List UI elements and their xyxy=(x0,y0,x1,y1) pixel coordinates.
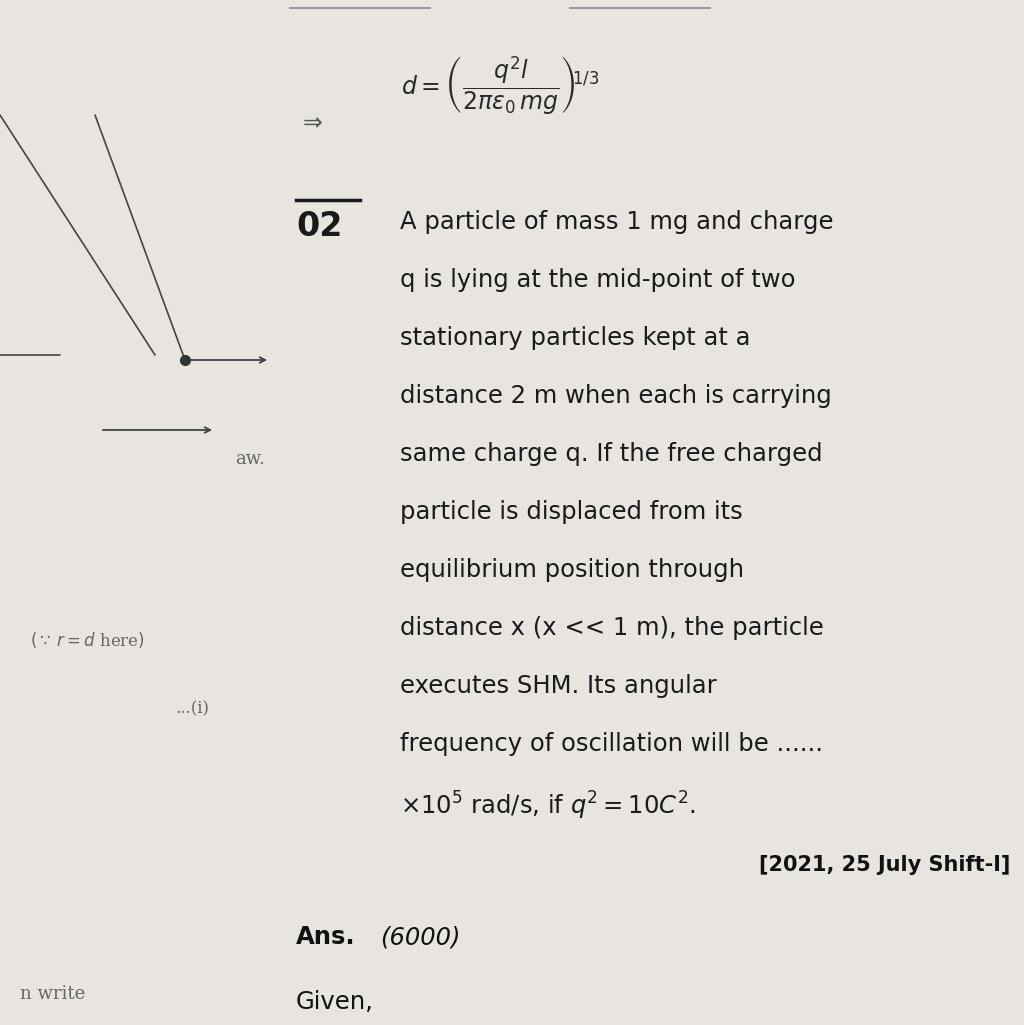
Text: same charge q. If the free charged: same charge q. If the free charged xyxy=(400,442,822,466)
Text: distance x (x << 1 m), the particle: distance x (x << 1 m), the particle xyxy=(400,616,823,640)
Text: aw.: aw. xyxy=(234,450,265,468)
Text: stationary particles kept at a: stationary particles kept at a xyxy=(400,326,751,350)
Text: particle is displaced from its: particle is displaced from its xyxy=(400,500,742,524)
Text: distance 2 m when each is carrying: distance 2 m when each is carrying xyxy=(400,384,831,408)
Text: ...(i): ...(i) xyxy=(175,700,209,718)
Text: executes SHM. Its angular: executes SHM. Its angular xyxy=(400,674,717,698)
Text: q is lying at the mid-point of two: q is lying at the mid-point of two xyxy=(400,268,796,292)
Text: frequency of oscillation will be ......: frequency of oscillation will be ...... xyxy=(400,732,823,756)
Text: Given,: Given, xyxy=(296,990,374,1014)
Text: $d = \left(\dfrac{q^2 l}{2\pi\varepsilon_0\, mg}\right)^{\!\!1/3}$: $d = \left(\dfrac{q^2 l}{2\pi\varepsilon… xyxy=(400,55,599,117)
Text: equilibrium position through: equilibrium position through xyxy=(400,558,744,582)
Text: 02: 02 xyxy=(296,210,342,243)
Text: n write: n write xyxy=(20,985,85,1003)
Text: [2021, 25 July Shift-I]: [2021, 25 July Shift-I] xyxy=(759,855,1010,875)
Text: $\times 10^5$ rad/s, if $q^2 = 10C^2$.: $\times 10^5$ rad/s, if $q^2 = 10C^2$. xyxy=(400,790,696,822)
Text: A particle of mass 1 mg and charge: A particle of mass 1 mg and charge xyxy=(400,210,834,234)
Text: Ans.: Ans. xyxy=(296,925,355,949)
Text: (6000): (6000) xyxy=(380,925,461,949)
Text: $\Rightarrow$: $\Rightarrow$ xyxy=(298,110,324,133)
Text: $(\because\, r = d$ here$)$: $(\because\, r = d$ here$)$ xyxy=(30,630,144,650)
